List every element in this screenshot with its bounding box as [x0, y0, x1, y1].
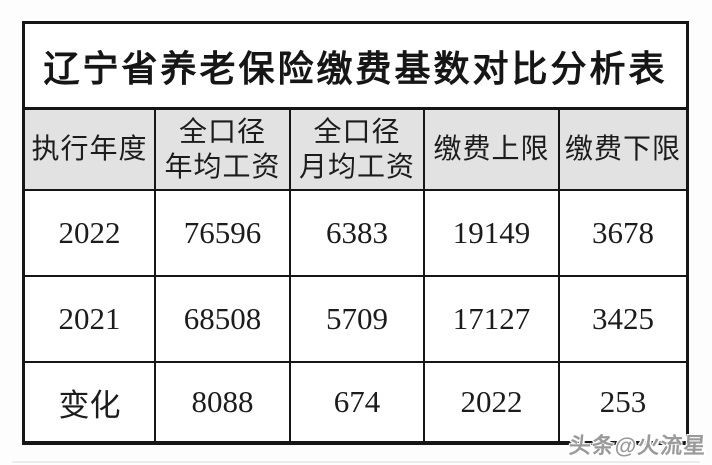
header-label-line2: 年均工资 [164, 151, 281, 183]
header-label-line1: 全口径 [178, 116, 266, 148]
header-cell-year: 执行年度 [25, 110, 154, 189]
bottom-divider [12, 461, 700, 463]
header-label-line1: 全口径 [313, 116, 401, 148]
header-label-line2: 月均工资 [298, 151, 415, 183]
cell-monthly-avg-wage: 5709 [289, 277, 423, 361]
cell-upper-limit: 19149 [423, 191, 558, 275]
table-row-2022: 2022 76596 6383 19149 3678 [25, 189, 686, 275]
table-header-row: 执行年度 全口径 年均工资 全口径 月均工资 缴费上限 缴费下限 [25, 107, 686, 189]
cell-year: 2022 [58, 215, 121, 250]
header-cell-annual-avg-wage: 全口径 年均工资 [154, 110, 289, 189]
cell-annual-avg-wage: 8088 [154, 363, 289, 441]
cell-annual-avg-wage: 76596 [154, 191, 289, 275]
cell-annual-avg-wage: 68508 [154, 277, 289, 361]
table-row-2021: 2021 68508 5709 17127 3425 [25, 275, 686, 361]
header-label: 缴费下限 [564, 134, 681, 165]
header-cell-lower-limit: 缴费下限 [558, 110, 686, 189]
header-cell-upper-limit: 缴费上限 [423, 110, 558, 189]
cell-year: 2021 [58, 301, 121, 336]
pension-base-comparison-table: 辽宁省养老保险缴费基数对比分析表 执行年度 全口径 年均工资 全口径 月均工资 … [22, 21, 689, 445]
table-title: 辽宁省养老保险缴费基数对比分析表 [43, 48, 668, 89]
header-cell-monthly-avg-wage: 全口径 月均工资 [289, 110, 423, 189]
table-row-change: 变化 8088 674 2022 253 [25, 361, 686, 441]
cell-lower-limit: 253 [558, 363, 686, 441]
cell-year: 变化 [58, 387, 121, 423]
cell-upper-limit: 2022 [423, 363, 558, 441]
header-label: 缴费上限 [433, 134, 550, 165]
header-label: 执行年度 [31, 134, 148, 165]
toutiao-watermark: 头条@火流星 [567, 433, 707, 458]
table-title-row: 辽宁省养老保险缴费基数对比分析表 [25, 24, 686, 107]
cell-lower-limit: 3425 [558, 277, 686, 361]
cell-upper-limit: 17127 [423, 277, 558, 361]
cell-monthly-avg-wage: 6383 [289, 191, 423, 275]
cell-monthly-avg-wage: 674 [289, 363, 423, 441]
cell-lower-limit: 3678 [558, 191, 686, 275]
